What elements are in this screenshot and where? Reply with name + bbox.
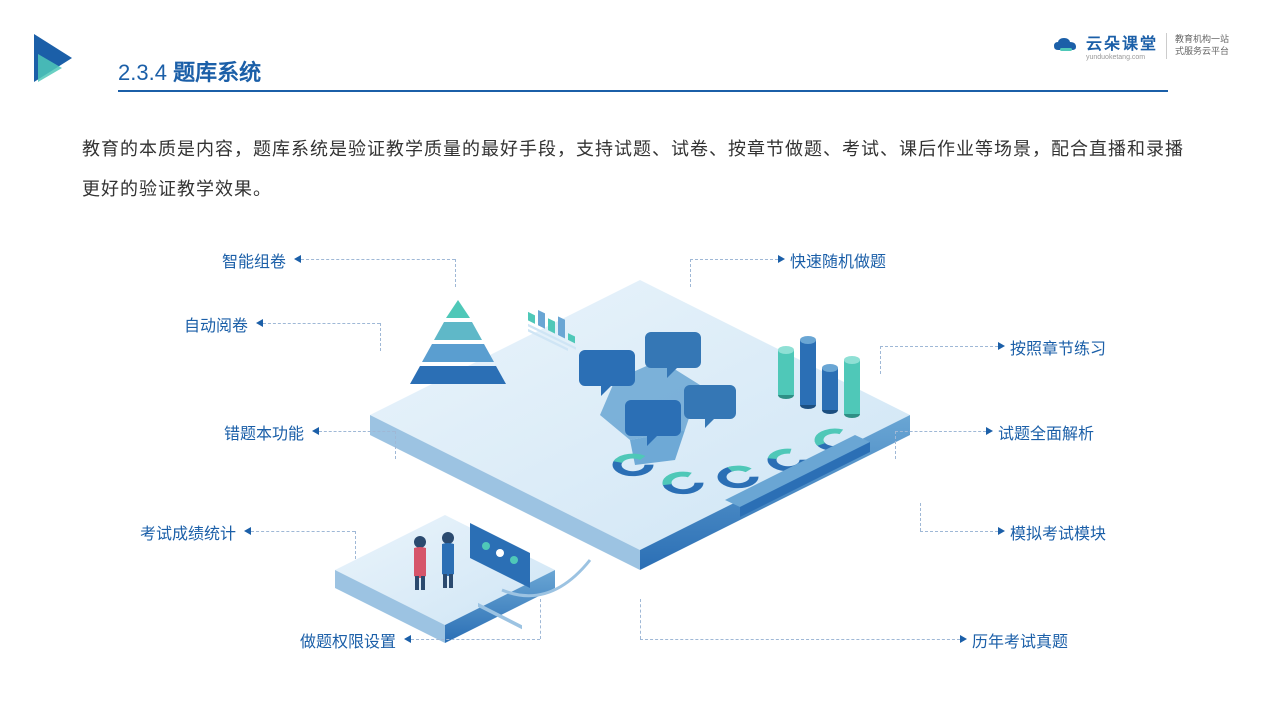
arrow-head-icon bbox=[960, 635, 967, 643]
feature-right-3: 模拟考试模块 bbox=[1010, 520, 1106, 544]
connector-line bbox=[640, 639, 960, 640]
logo-tagline: 教育机构一站式服务云平台 bbox=[1175, 34, 1235, 57]
logo: 云朵课堂 yunduoketang.com 教育机构一站式服务云平台 bbox=[1052, 30, 1235, 61]
feature-right-2: 试题全面解析 bbox=[998, 420, 1094, 444]
logo-cloud-icon bbox=[1052, 36, 1078, 56]
connector-line bbox=[895, 431, 986, 432]
connector-line bbox=[251, 531, 355, 532]
logo-sub-text: yunduoketang.com bbox=[1086, 54, 1158, 61]
connector-line bbox=[455, 259, 456, 287]
connector-line bbox=[319, 431, 395, 432]
feature-left-3: 考试成绩统计 bbox=[140, 520, 236, 544]
arrow-head-icon bbox=[404, 635, 411, 643]
connector-line bbox=[895, 431, 896, 459]
header-play-icon bbox=[32, 32, 76, 87]
section-title-text: 题库系统 bbox=[173, 60, 261, 85]
connector-line bbox=[690, 259, 691, 287]
connector-line bbox=[380, 323, 381, 351]
logo-divider bbox=[1166, 33, 1167, 59]
pyramid-icon bbox=[410, 300, 506, 384]
arrow-head-icon bbox=[778, 255, 785, 263]
connector-line bbox=[640, 599, 641, 639]
feature-right-4: 历年考试真题 bbox=[972, 628, 1068, 652]
arrow-head-icon bbox=[312, 427, 319, 435]
feature-left-0: 智能组卷 bbox=[222, 248, 286, 272]
logo-main-text: 云朵课堂 bbox=[1086, 30, 1158, 54]
connector-line bbox=[880, 346, 998, 347]
title-underline bbox=[118, 90, 1168, 92]
connector-line bbox=[880, 346, 881, 374]
connector-line bbox=[301, 259, 455, 260]
connector-line bbox=[920, 531, 998, 532]
arrow-head-icon bbox=[998, 342, 1005, 350]
connector-line bbox=[395, 431, 396, 459]
arrow-head-icon bbox=[998, 527, 1005, 535]
body-description: 教育的本质是内容，题库系统是验证教学质量的最好手段，支持试题、试卷、按章节做题、… bbox=[82, 130, 1198, 209]
connector-line bbox=[411, 639, 540, 640]
feature-right-1: 按照章节练习 bbox=[1010, 335, 1106, 359]
feature-left-4: 做题权限设置 bbox=[300, 628, 396, 652]
feature-left-1: 自动阅卷 bbox=[184, 312, 248, 336]
section-number: 2.3.4 bbox=[118, 60, 167, 85]
arrow-head-icon bbox=[294, 255, 301, 263]
connector-line bbox=[690, 259, 778, 260]
connector-line bbox=[540, 599, 541, 639]
feature-diagram: 智能组卷自动阅卷错题本功能考试成绩统计做题权限设置 快速随机做题按照章节练习试题全… bbox=[0, 230, 1280, 700]
arrow-head-icon bbox=[244, 527, 251, 535]
arrow-head-icon bbox=[986, 427, 993, 435]
connector-line bbox=[920, 503, 921, 531]
feature-left-2: 错题本功能 bbox=[224, 420, 304, 444]
connector-line bbox=[263, 323, 380, 324]
arrow-head-icon bbox=[256, 319, 263, 327]
connector-line bbox=[355, 531, 356, 559]
section-title: 2.3.4 题库系统 bbox=[118, 55, 261, 87]
feature-right-0: 快速随机做题 bbox=[790, 248, 886, 272]
